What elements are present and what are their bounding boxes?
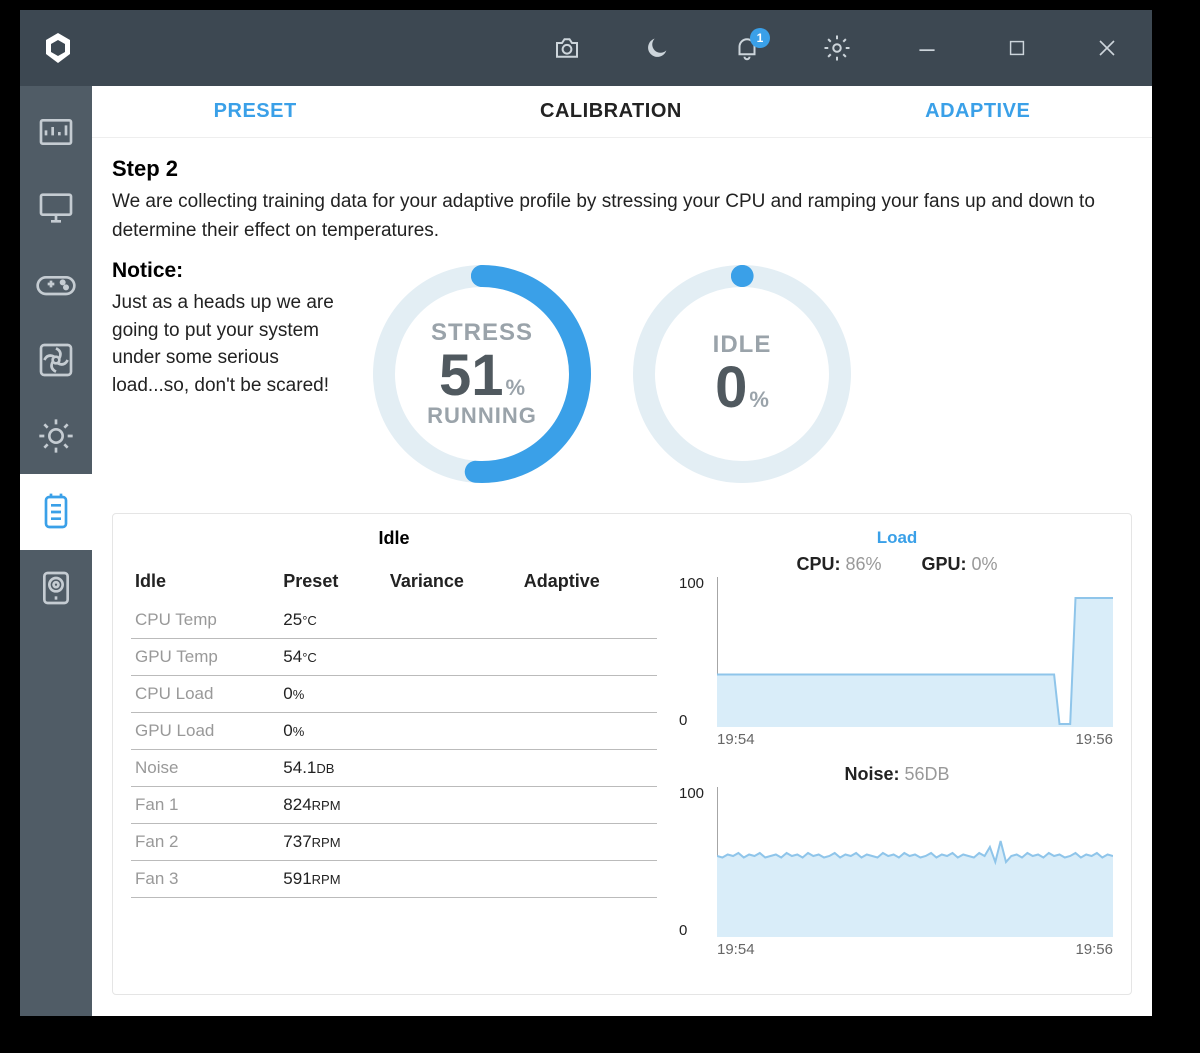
table-header: Idle — [131, 565, 279, 602]
load-chart: 100 0 — [681, 577, 1113, 727]
notifications-button[interactable]: 1 — [702, 10, 792, 86]
table-row: GPU Temp54°C — [131, 639, 657, 676]
minimize-button[interactable] — [882, 10, 972, 86]
notice-body: Just as a heads up we are going to put y… — [112, 289, 347, 399]
sidebar — [20, 86, 92, 1016]
night-mode-button[interactable] — [612, 10, 702, 86]
idle-table: IdlePresetVarianceAdaptive CPU Temp25°CG… — [131, 565, 657, 898]
sidebar-item-fan[interactable] — [20, 322, 92, 398]
table-row: GPU Load0% — [131, 713, 657, 750]
noise-chart-header: Noise: 56DB — [681, 764, 1113, 785]
idle-gauge: IDLE 0% — [627, 259, 857, 489]
tab-adaptive[interactable]: ADAPTIVE — [925, 100, 1030, 123]
tab-calibration[interactable]: CALIBRATION — [540, 100, 682, 123]
close-button[interactable] — [1062, 10, 1152, 86]
titlebar: 1 — [20, 10, 1152, 86]
table-row: CPU Load0% — [131, 676, 657, 713]
sidebar-item-dashboard[interactable] — [20, 94, 92, 170]
load-chart-header: CPU: 86% GPU: 0% — [681, 554, 1113, 575]
notification-badge: 1 — [750, 28, 770, 48]
sidebar-item-lighting[interactable] — [20, 398, 92, 474]
stress-gauge: STRESS 51% RUNNING — [367, 259, 597, 489]
tabs: PRESET CALIBRATION ADAPTIVE — [92, 86, 1152, 138]
step-description: We are collecting training data for your… — [112, 188, 1132, 245]
table-header: Adaptive — [520, 565, 657, 602]
sidebar-item-gaming[interactable] — [20, 246, 92, 322]
main-panel: PRESET CALIBRATION ADAPTIVE Step 2 We ar… — [92, 86, 1152, 1016]
sidebar-item-monitor[interactable] — [20, 170, 92, 246]
table-row: Noise54.1DB — [131, 750, 657, 787]
table-row: CPU Temp25°C — [131, 602, 657, 639]
idle-table-title: Idle — [131, 528, 657, 549]
table-row: Fan 2737RPM — [131, 824, 657, 861]
maximize-button[interactable] — [972, 10, 1062, 86]
app-logo-icon — [40, 30, 76, 66]
app-window: 1 PRESET CALIBRATION ADAPTIVE Step — [20, 10, 1152, 1016]
table-header: Variance — [386, 565, 520, 602]
step-title: Step 2 — [112, 156, 1132, 182]
table-row: Fan 3591RPM — [131, 861, 657, 898]
sidebar-item-calibration[interactable] — [20, 474, 92, 550]
idle-gauge-value: 0 — [715, 355, 747, 420]
tab-preset[interactable]: PRESET — [214, 100, 297, 123]
stress-gauge-status: RUNNING — [427, 403, 537, 429]
screenshot-button[interactable] — [522, 10, 612, 86]
noise-chart: 100 0 — [681, 787, 1113, 937]
table-row: Fan 1824RPM — [131, 787, 657, 824]
settings-button[interactable] — [792, 10, 882, 86]
load-chart-title: Load — [681, 528, 1113, 548]
stress-gauge-value: 51 — [439, 343, 504, 408]
table-header: Preset — [279, 565, 386, 602]
notice-heading: Notice: — [112, 259, 347, 283]
sidebar-item-storage[interactable] — [20, 550, 92, 626]
